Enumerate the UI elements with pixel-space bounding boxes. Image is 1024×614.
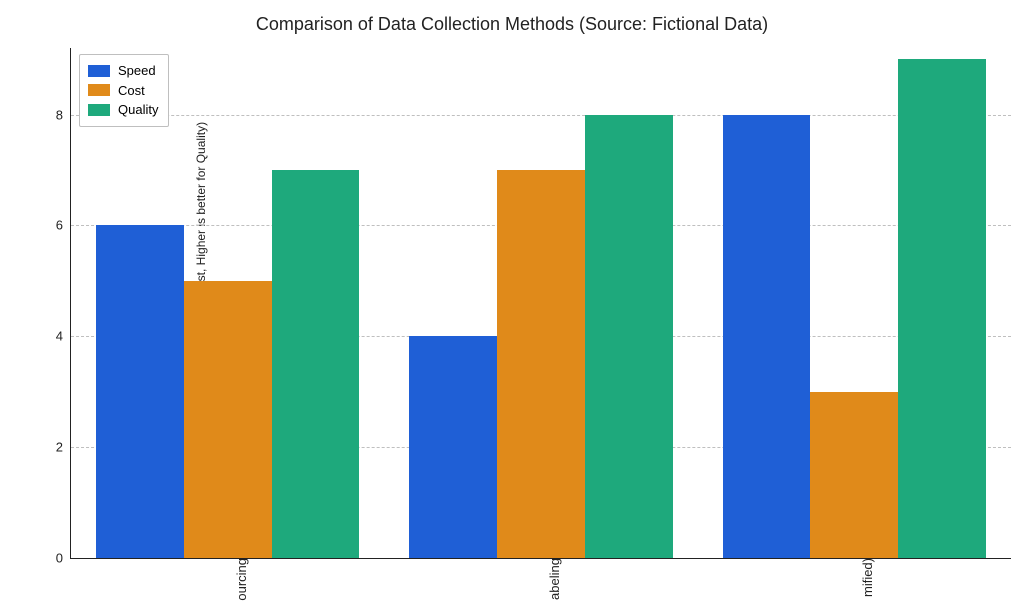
legend-swatch bbox=[88, 84, 110, 96]
ytick-label: 8 bbox=[56, 107, 63, 122]
chart-container: Comparison of Data Collection Methods (S… bbox=[0, 0, 1024, 614]
legend-swatch bbox=[88, 65, 110, 77]
bar bbox=[723, 115, 811, 558]
legend-swatch bbox=[88, 104, 110, 116]
bar bbox=[96, 225, 184, 558]
legend-label: Speed bbox=[118, 61, 156, 81]
legend-item: Speed bbox=[88, 61, 158, 81]
ytick-label: 4 bbox=[56, 329, 63, 344]
bar bbox=[810, 392, 898, 558]
ytick-label: 6 bbox=[56, 218, 63, 233]
bar bbox=[184, 281, 272, 558]
legend-item: Cost bbox=[88, 81, 158, 101]
xtick-label: ourcing bbox=[228, 558, 249, 601]
bar bbox=[497, 170, 585, 558]
bar bbox=[272, 170, 360, 558]
legend-label: Cost bbox=[118, 81, 145, 101]
chart-title: Comparison of Data Collection Methods (S… bbox=[0, 14, 1024, 35]
legend-item: Quality bbox=[88, 100, 158, 120]
ytick-label: 2 bbox=[56, 440, 63, 455]
xtick-label: mified) bbox=[854, 558, 875, 597]
ytick-label: 0 bbox=[56, 551, 63, 566]
xtick-label: abeling bbox=[541, 558, 562, 600]
legend-label: Quality bbox=[118, 100, 158, 120]
bar bbox=[585, 115, 673, 558]
bar bbox=[409, 336, 497, 558]
gridline bbox=[71, 115, 1011, 116]
plot-area: 02468ourcingabelingmified)SpeedCostQuali… bbox=[70, 48, 1011, 559]
legend: SpeedCostQuality bbox=[79, 54, 169, 127]
bar bbox=[898, 59, 986, 558]
